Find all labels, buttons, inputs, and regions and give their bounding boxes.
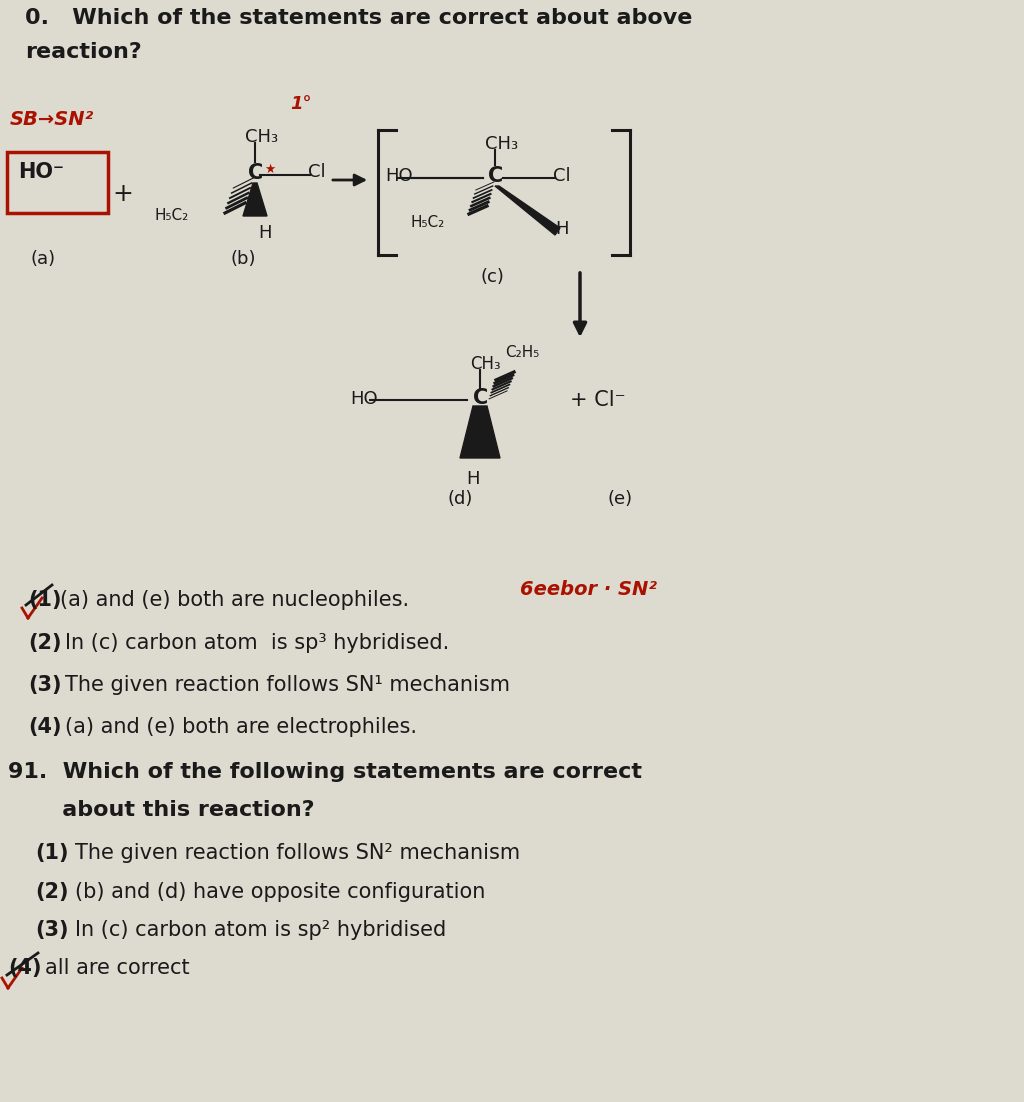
Text: 0.   Which of the statements are correct about above: 0. Which of the statements are correct a… xyxy=(25,8,692,28)
Text: CH₃: CH₃ xyxy=(470,355,501,372)
Text: (2): (2) xyxy=(35,882,69,903)
Text: (3): (3) xyxy=(35,920,69,940)
Polygon shape xyxy=(243,183,267,216)
Text: H: H xyxy=(555,220,568,238)
Text: H: H xyxy=(466,469,480,488)
Text: In (c) carbon atom  is sp³ hybridised.: In (c) carbon atom is sp³ hybridised. xyxy=(65,633,450,653)
Text: C: C xyxy=(488,166,503,186)
Text: C₂H₅: C₂H₅ xyxy=(505,345,540,360)
Text: H₅C₂: H₅C₂ xyxy=(155,208,189,223)
Text: HO: HO xyxy=(350,390,378,408)
Text: H: H xyxy=(258,224,271,242)
Text: 6ееbоr · SN²: 6ееbоr · SN² xyxy=(520,580,656,599)
Text: HO⁻: HO⁻ xyxy=(18,162,63,182)
Text: ★: ★ xyxy=(264,163,275,176)
Text: (a) and (e) both are electrophiles.: (a) and (e) both are electrophiles. xyxy=(65,717,417,737)
Text: Cl: Cl xyxy=(308,163,326,181)
Text: all are correct: all are correct xyxy=(45,958,189,977)
Text: (c): (c) xyxy=(480,268,504,287)
Text: C: C xyxy=(248,163,263,183)
Text: In (c) carbon atom is sp² hybridised: In (c) carbon atom is sp² hybridised xyxy=(75,920,446,940)
Text: HO: HO xyxy=(385,168,413,185)
Text: SB→SN²: SB→SN² xyxy=(10,110,94,129)
Text: (2): (2) xyxy=(28,633,61,653)
Text: CH₃: CH₃ xyxy=(485,136,518,153)
Text: (e): (e) xyxy=(607,490,633,508)
Text: reaction?: reaction? xyxy=(25,42,141,62)
Text: about this reaction?: about this reaction? xyxy=(8,800,314,820)
Text: (1): (1) xyxy=(28,590,61,611)
Text: + Cl⁻: + Cl⁻ xyxy=(570,390,626,410)
Text: (a) and (e) both are nucleophiles.: (a) and (e) both are nucleophiles. xyxy=(60,590,410,611)
Text: H₅C₂: H₅C₂ xyxy=(410,215,444,230)
Text: (4): (4) xyxy=(8,958,42,977)
Text: 91.  Which of the following statements are correct: 91. Which of the following statements ar… xyxy=(8,761,642,782)
Polygon shape xyxy=(495,186,560,235)
Text: (b) and (d) have opposite configuration: (b) and (d) have opposite configuration xyxy=(75,882,485,903)
Text: Cl: Cl xyxy=(553,168,570,185)
Text: (1): (1) xyxy=(35,843,69,863)
Text: 1°: 1° xyxy=(290,95,311,114)
Text: (d): (d) xyxy=(447,490,473,508)
Text: +: + xyxy=(112,182,133,206)
Text: CH₃: CH₃ xyxy=(245,128,279,145)
Text: (3): (3) xyxy=(28,676,61,695)
Text: The given reaction follows SN² mechanism: The given reaction follows SN² mechanism xyxy=(75,843,520,863)
Text: (b): (b) xyxy=(230,250,256,268)
Text: (a): (a) xyxy=(30,250,55,268)
Polygon shape xyxy=(460,406,500,458)
Text: The given reaction follows SN¹ mechanism: The given reaction follows SN¹ mechanism xyxy=(65,676,510,695)
Text: C: C xyxy=(473,388,488,408)
Text: (4): (4) xyxy=(28,717,61,737)
